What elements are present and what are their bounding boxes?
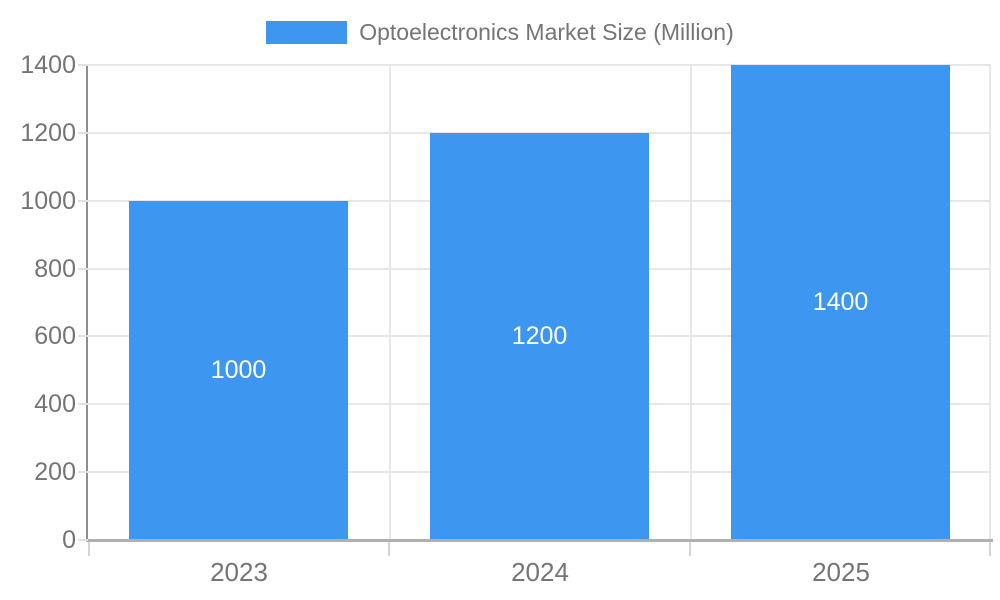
y-tick-1400 [78,64,88,66]
y-tick-label-800: 800 [34,254,76,283]
y-tick-400 [78,403,88,406]
y-tick-200 [78,471,88,474]
y-tick-label-600: 600 [34,322,76,351]
bar-2025[interactable]: 1400 [731,65,950,540]
bar-2023[interactable]: 1000 [129,200,348,540]
y-tick-800 [78,267,88,270]
gridline-y-1400 [88,64,991,66]
x-tick-label-2024: 2024 [511,557,569,587]
gridline-x-3 [989,65,991,540]
bar-value-label-2025: 1400 [812,288,869,316]
gridline-x-2 [690,65,692,540]
y-axis-line [86,64,88,541]
legend-swatch [266,20,348,44]
y-tick-label-0: 0 [62,526,76,554]
y-tick-1000 [78,199,88,202]
x-tick-label-2023: 2023 [210,557,268,587]
y-tick-label-400: 400 [34,390,76,419]
plot-area: 1000 1200 1400 [88,64,991,556]
y-tick-600 [78,335,88,338]
x-tick-label-2025: 2025 [812,557,870,587]
x-tick-2 [689,542,691,556]
gridline-x-1 [389,65,391,540]
y-tick-0 [78,539,88,541]
y-tick-label-1400: 1400 [20,51,76,79]
legend: Optoelectronics Market Size (Million) [0,18,1000,46]
y-tick-label-1200: 1200 [20,118,76,147]
bar-value-label-2023: 1000 [210,355,267,384]
x-tick-3 [989,542,991,556]
x-axis-line [86,539,993,542]
legend-label: Optoelectronics Market Size (Million) [359,18,734,45]
y-tick-1200 [78,131,88,134]
x-tick-1 [388,542,390,556]
bar-2024[interactable]: 1200 [430,132,649,540]
y-tick-label-1000: 1000 [20,186,76,215]
x-tick-0 [88,542,90,556]
y-tick-label-200: 200 [34,458,76,487]
bar-value-label-2024: 1200 [511,321,568,350]
